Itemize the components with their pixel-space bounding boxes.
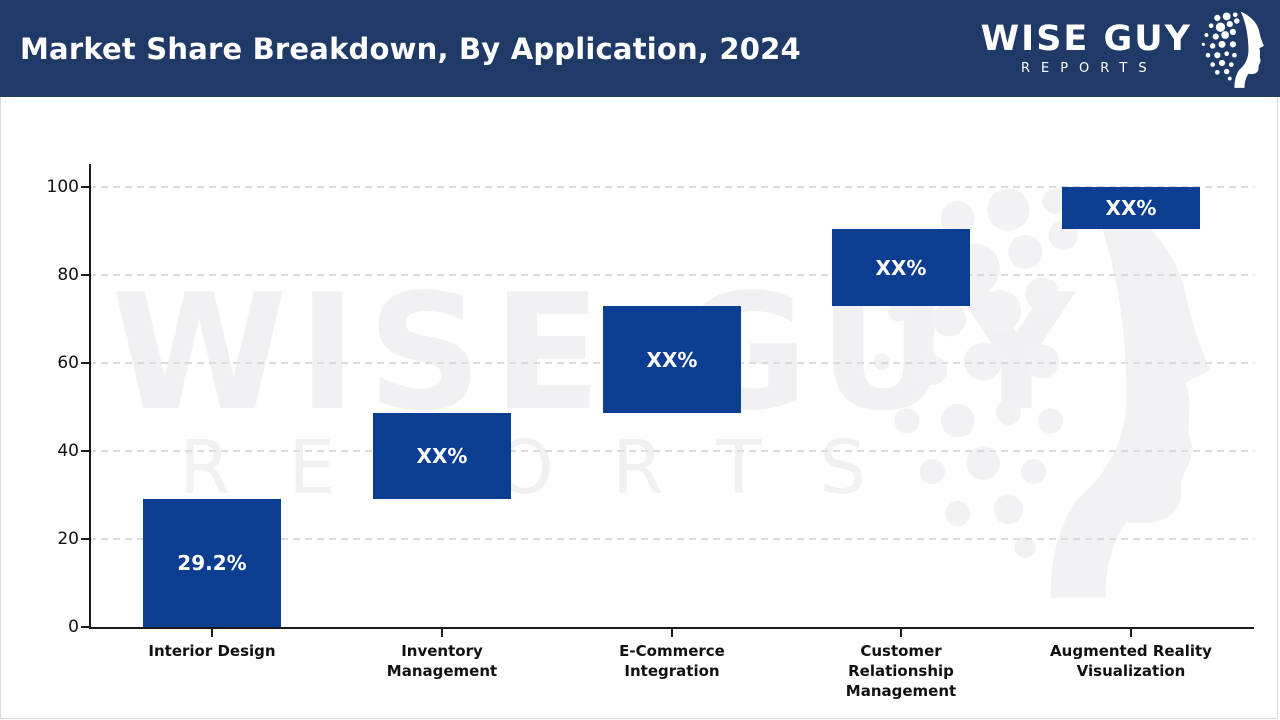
x-axis [89, 627, 1254, 629]
x-axis-tick [900, 629, 902, 637]
bar: XX% [832, 229, 970, 307]
bar-value-label: XX% [1105, 196, 1157, 221]
x-tick-label: Customer Relationship Management [845, 642, 957, 700]
bar: XX% [1062, 187, 1200, 230]
bar-value-label: XX% [875, 255, 927, 280]
bar-value-label: XX% [416, 443, 468, 468]
y-tick-label: 60 [57, 353, 79, 373]
y-tick-label: 100 [46, 177, 79, 197]
y-axis-tick [81, 362, 89, 364]
gridline [89, 538, 1254, 540]
y-axis-tick [81, 538, 89, 540]
x-tick-label: Inventory Management [386, 642, 498, 680]
page-title: Market Share Breakdown, By Application, … [20, 31, 801, 66]
header: Market Share Breakdown, By Application, … [0, 0, 1280, 97]
chart-area: WISE GUY REPORTS 0 20 40 60 80 100 29.2% Interi… [0, 97, 1278, 719]
bar: 29.2% [143, 498, 281, 627]
y-tick-label: 20 [57, 529, 79, 549]
gridline [89, 450, 1254, 452]
gridline [89, 274, 1254, 276]
x-axis-tick [211, 629, 213, 637]
y-axis-tick [81, 186, 89, 188]
x-axis-tick [441, 629, 443, 637]
y-tick-label: 40 [57, 441, 79, 461]
x-tick-label: Interior Design [148, 642, 276, 660]
logo-wordmark-main: WISE GUY [980, 18, 1192, 59]
waterfall-chart: 0 20 40 60 80 100 29.2% Interior Design XX% Inven… [1, 97, 1279, 719]
x-axis-tick [671, 629, 673, 637]
brand-logo: WISE GUY REPORTS [981, 9, 1264, 89]
y-axis-tick [81, 450, 89, 452]
y-axis-tick [81, 274, 89, 276]
watermark-subtext: REPORTS [179, 425, 925, 511]
x-axis-tick [1130, 629, 1132, 637]
y-tick-label: 0 [68, 617, 79, 637]
y-axis-tick [81, 626, 89, 628]
bar: XX% [373, 413, 511, 499]
x-tick-label: E-Commerce Integration [619, 642, 725, 680]
y-tick-label: 80 [57, 265, 79, 285]
logo-head-icon [1201, 11, 1264, 88]
bar-value-label: 29.2% [177, 550, 247, 575]
y-axis [89, 164, 91, 629]
logo-wordmark-sub: REPORTS [1020, 60, 1158, 76]
gridline [89, 186, 1254, 188]
bar: XX% [603, 306, 741, 414]
bar-value-label: XX% [646, 347, 698, 372]
logo-wordmark: WISE GUY REPORTS [980, 18, 1192, 76]
x-tick-label: Augmented Reality Visualization [1050, 642, 1212, 680]
